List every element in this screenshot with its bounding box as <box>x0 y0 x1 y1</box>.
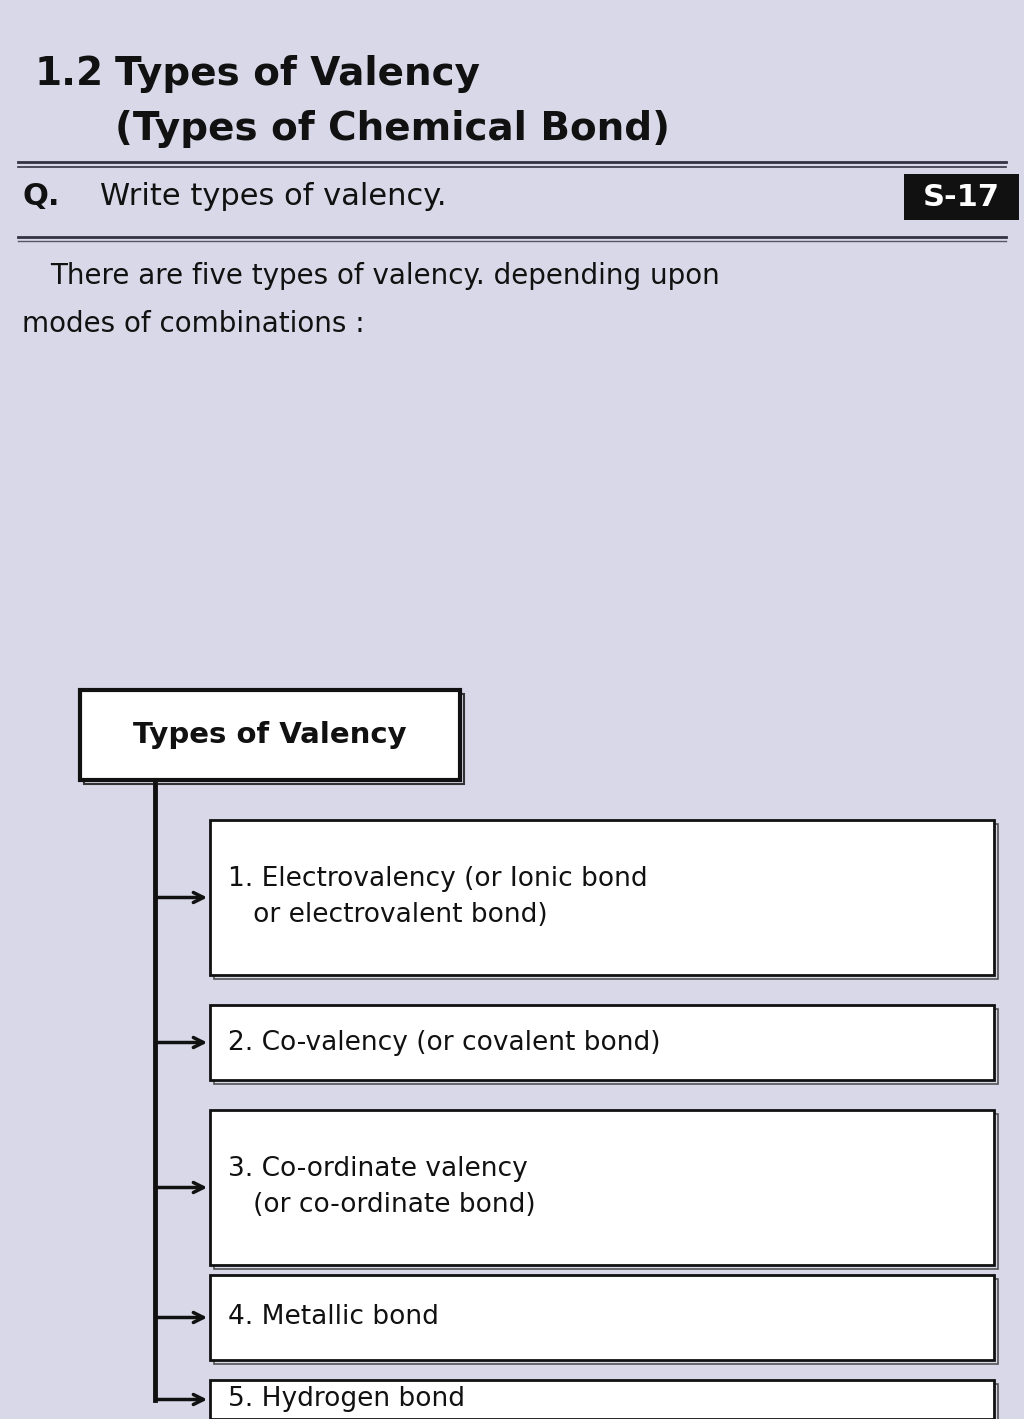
Bar <box>214 1009 998 1084</box>
Text: 1.2: 1.2 <box>35 55 104 94</box>
Text: 3. Co-ordinate valency
   (or co-ordinate bond): 3. Co-ordinate valency (or co-ordinate b… <box>228 1156 536 1219</box>
Text: 2. Co-valency (or covalent bond): 2. Co-valency (or covalent bond) <box>228 1030 660 1056</box>
Text: 1. Electrovalency (or Ionic bond
   or electrovalent bond): 1. Electrovalency (or Ionic bond or elec… <box>228 867 647 928</box>
Text: (Types of Chemical Bond): (Types of Chemical Bond) <box>115 111 670 148</box>
Bar <box>214 824 998 979</box>
Bar <box>210 820 994 975</box>
Bar <box>210 1005 994 1080</box>
Text: Types of Valency: Types of Valency <box>115 55 480 94</box>
Text: 4. Metallic bond: 4. Metallic bond <box>228 1304 439 1331</box>
Text: modes of combinations :: modes of combinations : <box>22 309 365 338</box>
Text: There are five types of valency. depending upon: There are five types of valency. dependi… <box>50 263 720 289</box>
Bar <box>214 1279 998 1364</box>
Bar <box>210 1381 994 1419</box>
Text: Write types of valency.: Write types of valency. <box>100 182 446 211</box>
Bar <box>80 690 460 780</box>
Text: 5. Hydrogen bond: 5. Hydrogen bond <box>228 1386 465 1412</box>
Bar <box>84 694 464 785</box>
Bar <box>214 1114 998 1269</box>
Text: Types of Valency: Types of Valency <box>133 721 407 749</box>
Bar <box>210 1110 994 1264</box>
Text: S-17: S-17 <box>923 183 1000 211</box>
Bar <box>214 1384 998 1419</box>
Text: Q.: Q. <box>22 182 59 211</box>
Bar <box>210 1276 994 1359</box>
Bar <box>904 175 1019 220</box>
